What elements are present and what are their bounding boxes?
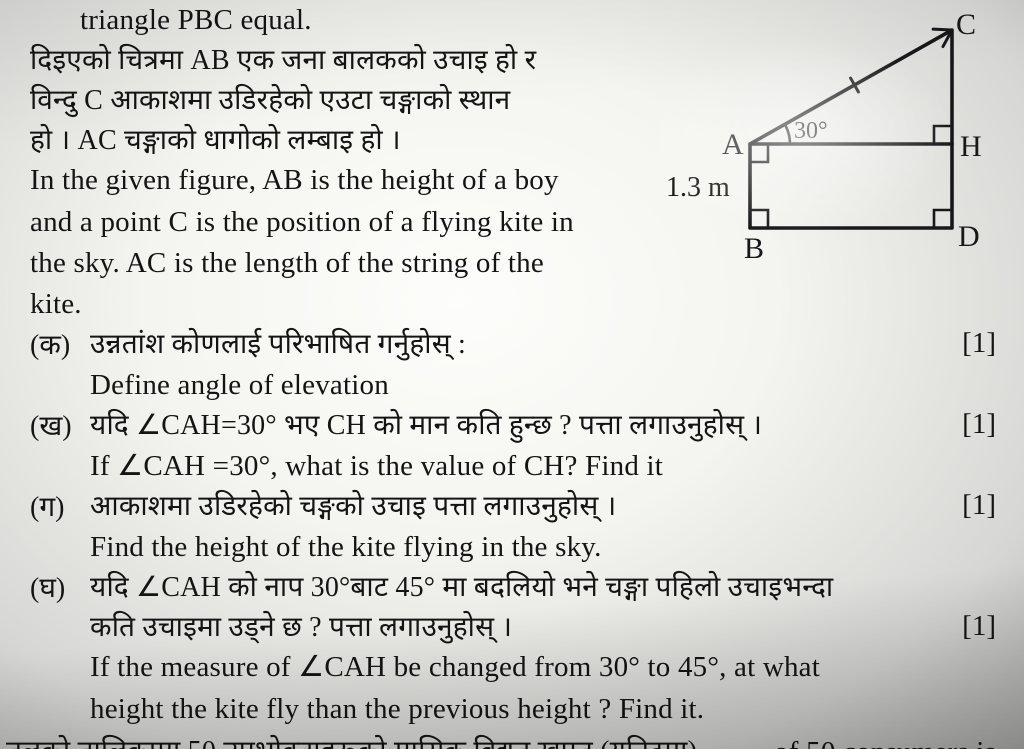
- svg-text:1.3 m: 1.3 m: [666, 172, 730, 203]
- svg-text:B: B: [744, 232, 764, 265]
- svg-text:C: C: [956, 8, 976, 41]
- q-kha-label: (ख): [30, 406, 90, 444]
- intro-en-4: kite.: [6, 284, 996, 325]
- svg-text:D: D: [958, 220, 980, 253]
- bottom-en: of 50 consumers is: [774, 732, 996, 749]
- kite-figure: ABCHD30°1.3 m: [658, 22, 988, 272]
- q-kha-mark: [1]: [942, 406, 996, 441]
- q-ga-en: Find the height of the kite flying in th…: [6, 527, 996, 568]
- q-gha-en-2: height the kite fly than the previous he…: [6, 689, 996, 730]
- kite-figure-svg: ABCHD30°1.3 m: [658, 22, 988, 272]
- q-kha-en: If ∠CAH =30°, what is the value of CH? F…: [6, 446, 996, 487]
- q-gha-dev-1: यदि ∠CAH को नाप 30°बाट 45° मा बदलियो भने…: [90, 568, 996, 608]
- q-ga-mark: [1]: [942, 487, 996, 522]
- q-ka-label: (क): [30, 325, 90, 363]
- q-ga-dev: आकाशमा उडिरहेको चङ्गको उचाइ पत्ता लगाउनु…: [90, 487, 942, 527]
- svg-text:30°: 30°: [794, 118, 828, 144]
- svg-text:A: A: [722, 128, 744, 161]
- q-kha-dev: यदि ∠CAH=30° भए CH को मान कति हुन्छ ? पत…: [90, 406, 942, 446]
- q-ga-label: (ग): [30, 487, 90, 525]
- bottom-dev: तलको तालिकामा 50 उपभोक्ताहरूको मासिक विद…: [6, 732, 774, 749]
- svg-text:H: H: [960, 130, 982, 163]
- q-gha-mark: [1]: [942, 608, 996, 643]
- intro-dev-1: दिइएको चित्रमा AB एक जना बालकको उचाइ हो …: [6, 41, 646, 81]
- intro-en-1: In the given figure, AB is the height of…: [6, 160, 646, 201]
- q-ka-dev: उन्नतांश कोणलाई परिभाषित गर्नुहोस् :: [90, 325, 942, 365]
- q-gha-en-1: If the measure of ∠CAH be changed from 3…: [6, 647, 996, 688]
- q-ka-mark: [1]: [942, 325, 996, 360]
- intro-dev-3: हो । AC चङ्गाको धागोको लम्बाइ हो ।: [6, 121, 646, 161]
- exam-page: triangle PBC equal. दिइएको चित्रमा AB एक…: [0, 0, 1024, 749]
- q-gha-label: (घ): [30, 568, 90, 606]
- intro-dev-2: विन्दु C आकाशमा उडिरहेको एउटा चङ्गाको स्…: [6, 81, 646, 121]
- intro-en-3: the sky. AC is the length of the string …: [6, 243, 646, 284]
- q-gha-dev-2: कति उचाइमा उड्ने छ ? पत्ता लगाउनुहोस् ।: [6, 608, 942, 648]
- q-ka-en: Define angle of elevation: [6, 365, 996, 406]
